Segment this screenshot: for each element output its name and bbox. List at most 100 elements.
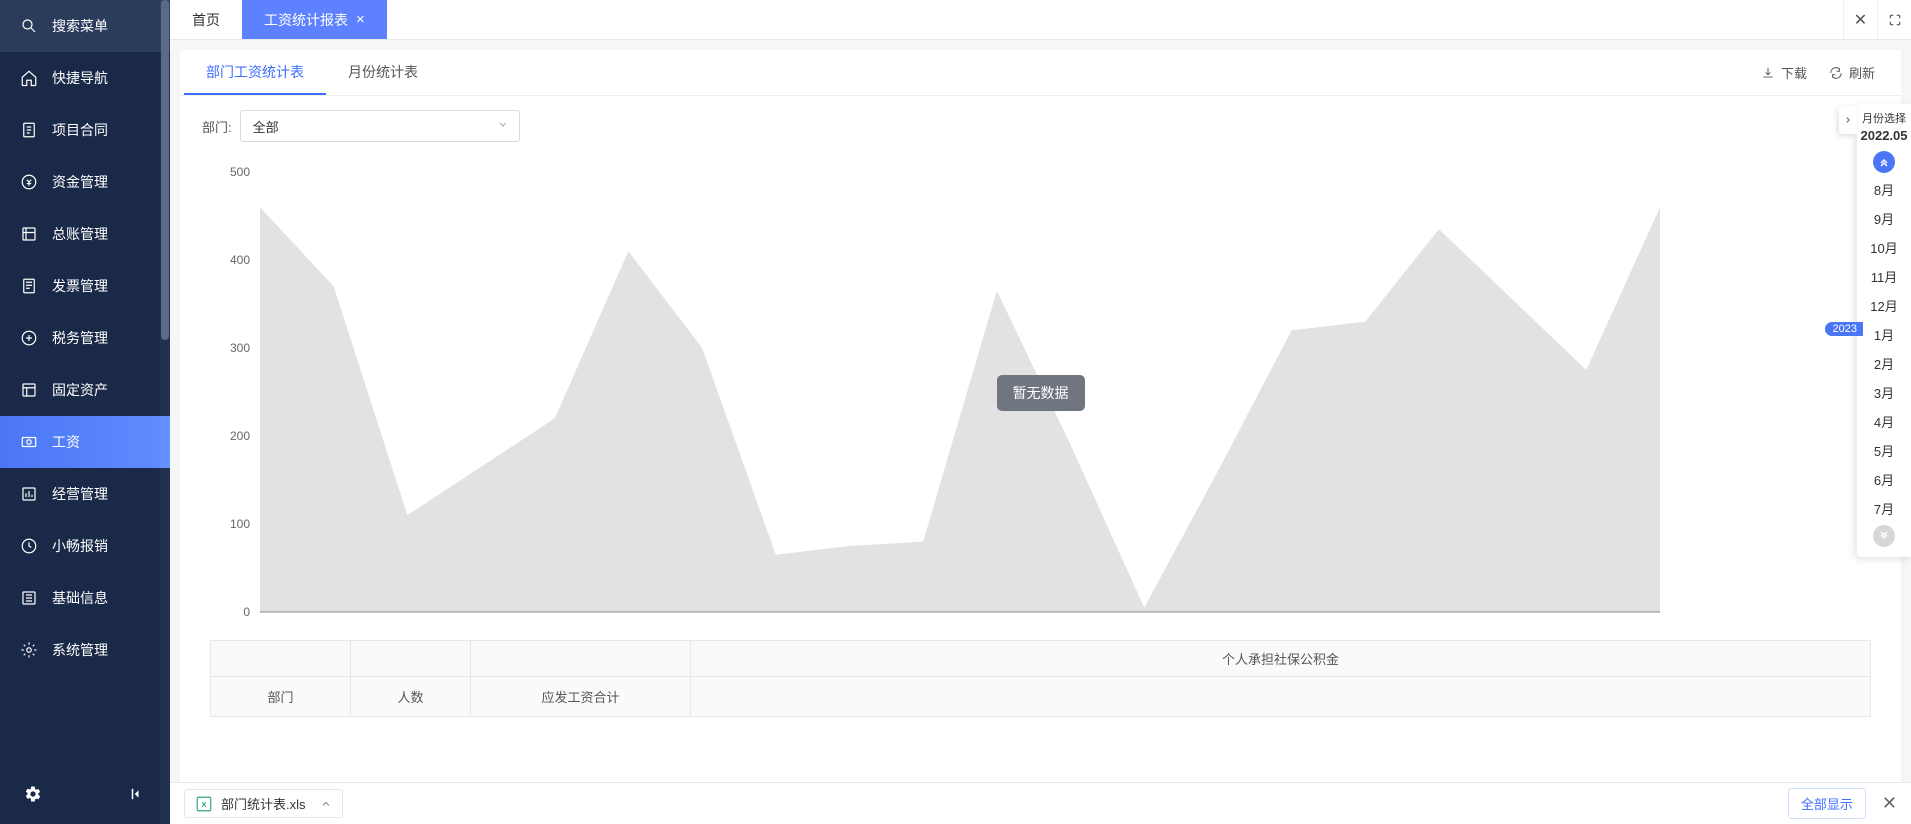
sidebar-scrollbar[interactable] — [160, 0, 170, 824]
settings-icon[interactable] — [24, 785, 42, 806]
subtab-label: 部门工资统计表 — [206, 62, 304, 82]
refresh-label: 刷新 — [1849, 63, 1875, 82]
tab-close-icon[interactable]: × — [356, 12, 365, 27]
month-item[interactable]: 11月 — [1857, 262, 1911, 291]
collapse-sidebar-icon[interactable] — [128, 785, 146, 806]
sidebar-item-info[interactable]: 基础信息 — [0, 572, 170, 624]
reimburse-icon — [20, 537, 38, 555]
download-button[interactable]: 下载 — [1761, 63, 1807, 82]
no-data-badge: 暂无数据 — [997, 375, 1085, 411]
refresh-button[interactable]: 刷新 — [1829, 63, 1875, 82]
sidebar-item-label: 经营管理 — [52, 484, 108, 504]
chevron-up-icon — [320, 798, 332, 810]
month-panel-current: 2022.05 — [1857, 128, 1911, 143]
month-item[interactable]: 12月 — [1857, 291, 1911, 320]
sidebar-item-label: 发票管理 — [52, 276, 108, 296]
download-label: 下载 — [1781, 63, 1807, 82]
sidebar-item-label: 资金管理 — [52, 172, 108, 192]
downloaded-file-name: 部门统计表.xls — [221, 794, 306, 813]
info-icon — [20, 589, 38, 607]
download-footer-bar: X 部门统计表.xls 全部显示 ✕ — [170, 782, 1911, 824]
month-item[interactable]: 3月 — [1857, 378, 1911, 407]
svg-text:0: 0 — [243, 605, 250, 619]
content-panel: 部门工资统计表 月份统计表 下载 刷新 部 — [180, 50, 1901, 814]
search-icon — [20, 17, 38, 35]
month-item[interactable]: 4月 — [1857, 407, 1911, 436]
sidebar-item-money[interactable]: 资金管理 — [0, 156, 170, 208]
svg-text:X: X — [201, 800, 206, 809]
chevron-down-icon — [497, 119, 509, 134]
tab-bar: 首页 工资统计报表 × ✕ — [170, 0, 1911, 40]
business-icon — [20, 485, 38, 503]
sidebar-item-label: 固定资产 — [52, 380, 108, 400]
month-item[interactable]: 10月 — [1857, 233, 1911, 262]
sub-tabs: 部门工资统计表 月份统计表 下载 刷新 — [180, 50, 1901, 96]
sidebar-item-asset[interactable]: 固定资产 — [0, 364, 170, 416]
month-item[interactable]: 8月 — [1857, 175, 1911, 204]
downloaded-file-chip[interactable]: X 部门统计表.xls — [184, 789, 343, 818]
contract-icon — [20, 121, 38, 139]
sidebar-item-business[interactable]: 经营管理 — [0, 468, 170, 520]
svg-text:100: 100 — [230, 517, 250, 531]
sidebar: 搜索菜单快捷导航项目合同资金管理总账管理发票管理税务管理固定资产工资经营管理小畅… — [0, 0, 170, 824]
money-icon — [20, 173, 38, 191]
sidebar-item-ledger[interactable]: 总账管理 — [0, 208, 170, 260]
svg-text:300: 300 — [230, 341, 250, 355]
excel-file-icon: X — [195, 795, 213, 813]
tab-home-label: 首页 — [192, 10, 220, 30]
month-panel-toggle[interactable] — [1839, 106, 1857, 134]
fullscreen-button[interactable] — [1877, 0, 1911, 40]
sidebar-item-invoice[interactable]: 发票管理 — [0, 260, 170, 312]
subtab-label: 月份统计表 — [348, 62, 418, 82]
sidebar-item-label: 系统管理 — [52, 640, 108, 660]
filter-row: 部门: 全部 — [180, 96, 1901, 156]
svg-text:400: 400 — [230, 253, 250, 267]
svg-text:200: 200 — [230, 429, 250, 443]
dept-filter-label: 部门: — [202, 117, 232, 136]
subtab-month-stats[interactable]: 月份统计表 — [326, 50, 440, 95]
month-item[interactable]: 9月 — [1857, 204, 1911, 233]
sidebar-item-home[interactable]: 快捷导航 — [0, 52, 170, 104]
sidebar-item-label: 搜索菜单 — [52, 16, 108, 36]
month-item[interactable]: 2月 — [1857, 349, 1911, 378]
footer-close-icon[interactable]: ✕ — [1882, 793, 1897, 814]
month-scroll-down[interactable] — [1873, 525, 1895, 547]
invoice-icon — [20, 277, 38, 295]
month-picker-panel: 月份选择 2022.05 8月9月10月11月12月1月20232月3月4月5月… — [1857, 104, 1911, 557]
tab-label: 工资统计报表 — [264, 10, 348, 30]
sidebar-item-system[interactable]: 系统管理 — [0, 624, 170, 676]
dept-select[interactable]: 全部 — [240, 110, 520, 142]
show-all-downloads-button[interactable]: 全部显示 — [1788, 788, 1866, 819]
month-scroll-up[interactable] — [1873, 151, 1895, 173]
sidebar-item-tax[interactable]: 税务管理 — [0, 312, 170, 364]
summary-table: 个人承担社保公积金 部门 人数 应发工资合计 — [210, 640, 1871, 717]
close-all-tabs-button[interactable]: ✕ — [1843, 0, 1877, 40]
subtab-dept-stats[interactable]: 部门工资统计表 — [184, 50, 326, 95]
sidebar-item-salary[interactable]: 工资 — [0, 416, 170, 468]
table-header-dept: 部门 — [211, 677, 351, 716]
salary-area-chart: 0 100 200 300 400 500 暂无数据 — [180, 156, 1901, 630]
svg-text:500: 500 — [230, 165, 250, 179]
sidebar-item-label: 小畅报销 — [52, 536, 108, 556]
sidebar-item-label: 快捷导航 — [52, 68, 108, 88]
tax-icon — [20, 329, 38, 347]
sidebar-item-search[interactable]: 搜索菜单 — [0, 0, 170, 52]
ledger-icon — [20, 225, 38, 243]
month-item[interactable]: 7月 — [1857, 494, 1911, 523]
month-item[interactable]: 6月 — [1857, 465, 1911, 494]
sidebar-item-label: 基础信息 — [52, 588, 108, 608]
sidebar-item-label: 项目合同 — [52, 120, 108, 140]
sidebar-item-reimburse[interactable]: 小畅报销 — [0, 520, 170, 572]
tab-home[interactable]: 首页 — [170, 0, 242, 39]
table-header-count: 人数 — [351, 677, 471, 716]
table-header-group: 个人承担社保公积金 — [691, 641, 1870, 676]
sidebar-item-label: 税务管理 — [52, 328, 108, 348]
system-icon — [20, 641, 38, 659]
tab-salary-report[interactable]: 工资统计报表 × — [242, 0, 387, 39]
month-item[interactable]: 1月2023 — [1857, 320, 1911, 349]
month-item[interactable]: 5月 — [1857, 436, 1911, 465]
dept-select-value: 全部 — [253, 117, 279, 136]
sidebar-item-label: 工资 — [52, 432, 80, 452]
sidebar-item-contract[interactable]: 项目合同 — [0, 104, 170, 156]
sidebar-item-label: 总账管理 — [52, 224, 108, 244]
